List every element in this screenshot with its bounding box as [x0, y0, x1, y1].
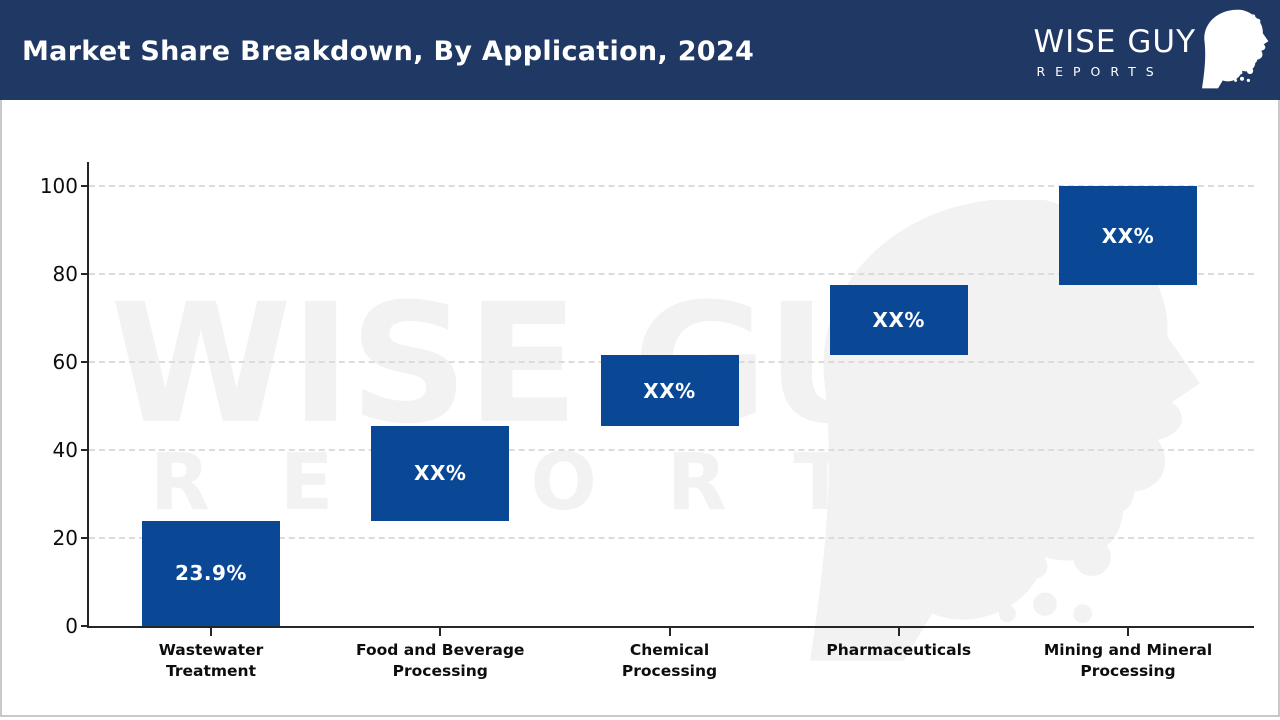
x-category-label: Chemical Processing — [621, 641, 718, 680]
figure-border — [0, 100, 1280, 717]
bar: XX% — [829, 285, 968, 356]
bar-value-label: XX% — [414, 461, 467, 486]
logo-face-dots-icon — [1202, 9, 1269, 89]
x-category-label: Mining and Mineral Processing — [1043, 641, 1213, 680]
x-tick-mark — [897, 628, 900, 636]
bar: 23.9% — [142, 520, 280, 626]
bar-value-label: XX% — [1101, 223, 1155, 248]
page-title: Market Share Breakdown, By Application, … — [22, 36, 755, 67]
x-category-label: Food and Beverage Processing — [356, 641, 525, 680]
y-tick-label: 80 — [52, 262, 78, 286]
grid-line — [89, 185, 1254, 187]
y-tick-mark — [81, 449, 89, 451]
y-tick-label: 60 — [52, 350, 78, 374]
wiseguy-logo: WISE GUY REPORTS — [1033, 24, 1196, 79]
x-category-label: Wastewater Treatment — [158, 641, 264, 680]
y-tick-mark — [81, 185, 89, 187]
x-tick-mark — [210, 628, 212, 636]
y-tick-label: 40 — [52, 438, 78, 462]
y-tick-mark — [81, 361, 89, 363]
x-tick-mark — [1127, 628, 1129, 636]
logo-wiseguy-text: WISE GUY — [1033, 24, 1196, 60]
x-tick-mark — [439, 628, 442, 636]
y-tick-mark — [81, 625, 89, 627]
x-tick-mark — [668, 628, 671, 636]
y-tick-label: 0 — [65, 614, 78, 638]
bar: XX% — [600, 355, 739, 426]
y-axis-line — [87, 162, 89, 628]
grid-line — [89, 273, 1254, 275]
y-tick-label: 100 — [39, 174, 78, 198]
header-bar: Market Share Breakdown, By Application, … — [0, 0, 1280, 100]
bar-value-label: XX% — [872, 308, 925, 333]
y-tick-mark — [81, 273, 89, 275]
bar-value-label: 23.9% — [175, 561, 247, 586]
x-category-label: Pharmaceuticals — [826, 641, 972, 659]
x-axis-line — [87, 626, 1254, 628]
grid-line — [89, 449, 1254, 451]
y-tick-mark — [81, 537, 89, 539]
logo-reports-text: REPORTS — [1036, 64, 1164, 79]
bar-value-label: XX% — [643, 378, 696, 403]
y-tick-label: 20 — [52, 526, 78, 550]
bar: XX% — [371, 425, 510, 521]
grid-line — [89, 537, 1254, 539]
bar: XX% — [1059, 186, 1197, 285]
